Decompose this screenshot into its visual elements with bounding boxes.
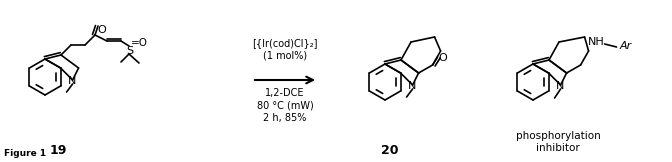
Text: N: N (407, 81, 416, 91)
Text: phosphorylation
inhibitor: phosphorylation inhibitor (515, 131, 600, 153)
Text: N: N (67, 76, 76, 86)
Text: 1,2-DCE: 1,2-DCE (265, 88, 304, 98)
Text: NH: NH (588, 37, 605, 47)
Text: 80 °C (mW): 80 °C (mW) (257, 100, 313, 110)
Text: 20: 20 (381, 145, 398, 157)
Text: 2 h, 85%: 2 h, 85% (263, 113, 306, 123)
Text: S: S (126, 46, 134, 56)
Text: O: O (438, 53, 447, 63)
Text: (1 mol%): (1 mol%) (263, 50, 307, 60)
Text: Figure 1: Figure 1 (4, 149, 46, 158)
Text: N: N (555, 81, 564, 91)
Text: =O: =O (130, 38, 147, 48)
Text: [{Ir(cod)Cl}₂]: [{Ir(cod)Cl}₂] (252, 38, 318, 48)
Text: 19: 19 (49, 145, 67, 157)
Text: O: O (97, 25, 106, 35)
Text: Ar: Ar (620, 41, 632, 51)
